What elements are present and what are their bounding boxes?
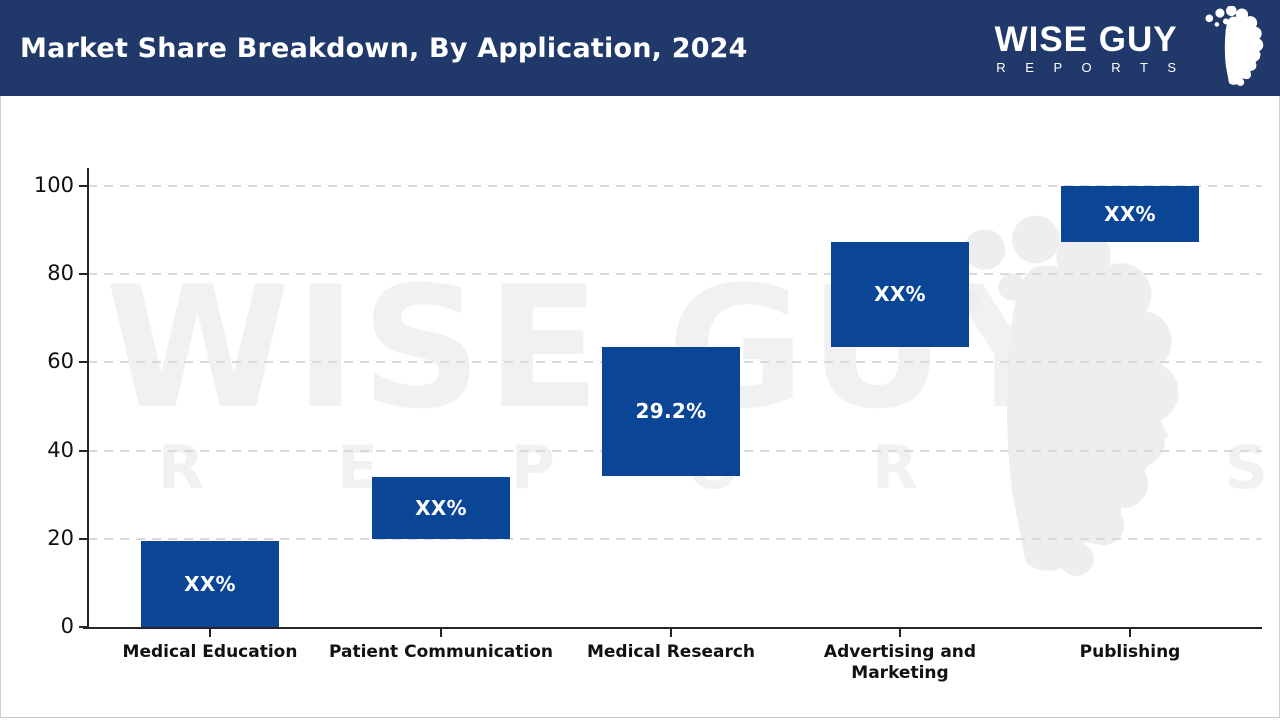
logo-wordmark: WISE GUY [994,19,1178,59]
logo-text: WISE GUY R E P O R T S [988,22,1184,75]
bar-patient-communication: XX% [372,477,510,540]
y-axis-line [87,168,89,629]
header-bar: Market Share Breakdown, By Application, … [0,0,1280,96]
gridline-20 [88,537,1262,540]
bar-value-label: XX% [415,496,467,521]
logo-face-icon [1205,6,1264,86]
bar-advertising-and-marketing: XX% [831,242,969,347]
bar-value-label: 29.2% [635,399,707,424]
bar-publishing: XX% [1061,186,1199,242]
bar-value-label: XX% [184,571,236,596]
bar-medical-research: 29.2% [602,346,740,476]
y-tick-label-0: 0 [60,614,74,638]
wise-guy-reports-logo: WISE GUY R E P O R T S [988,6,1280,90]
y-tick-mark-40 [79,449,88,452]
y-tick-label-20: 20 [47,525,74,550]
y-tick-label-60: 60 [47,349,74,374]
bar-medical-education: XX% [141,540,279,627]
x-tick-mark-0 [209,629,211,637]
x-tick-mark-1 [440,629,442,637]
x-tick-mark-3 [899,629,901,637]
x-tick-mark-2 [670,629,672,637]
x-tick-label-3: Advertising and Marketing [823,642,977,684]
x-tick-label-0: Medical Education [122,642,298,662]
x-tick-label-2: Medical Research [586,642,756,662]
y-tick-mark-20 [79,537,88,540]
watermark-face-icon [920,215,1179,576]
y-tick-label-40: 40 [47,437,74,462]
page-title: Market Share Breakdown, By Application, … [20,32,748,64]
y-tick-label-80: 80 [47,261,74,286]
x-tick-label-1: Patient Communication [328,642,553,662]
logo-subtitle: R E P O R T S [996,59,1184,75]
y-tick-mark-80 [79,273,88,276]
x-axis-line [83,627,1262,629]
x-tick-label-4: Publishing [1079,642,1181,662]
y-tick-label-100: 100 [33,173,74,197]
x-tick-mark-4 [1129,629,1131,637]
bar-value-label: XX% [874,282,926,307]
y-tick-mark-100 [79,185,88,187]
bar-value-label: XX% [1104,202,1156,226]
y-tick-mark-60 [79,361,88,364]
gridline-80 [88,273,1262,276]
waterfall-chart: WISE GUY R E P O R T S 020406080100XX%Me… [0,96,1280,720]
gridline-100 [88,185,1262,187]
